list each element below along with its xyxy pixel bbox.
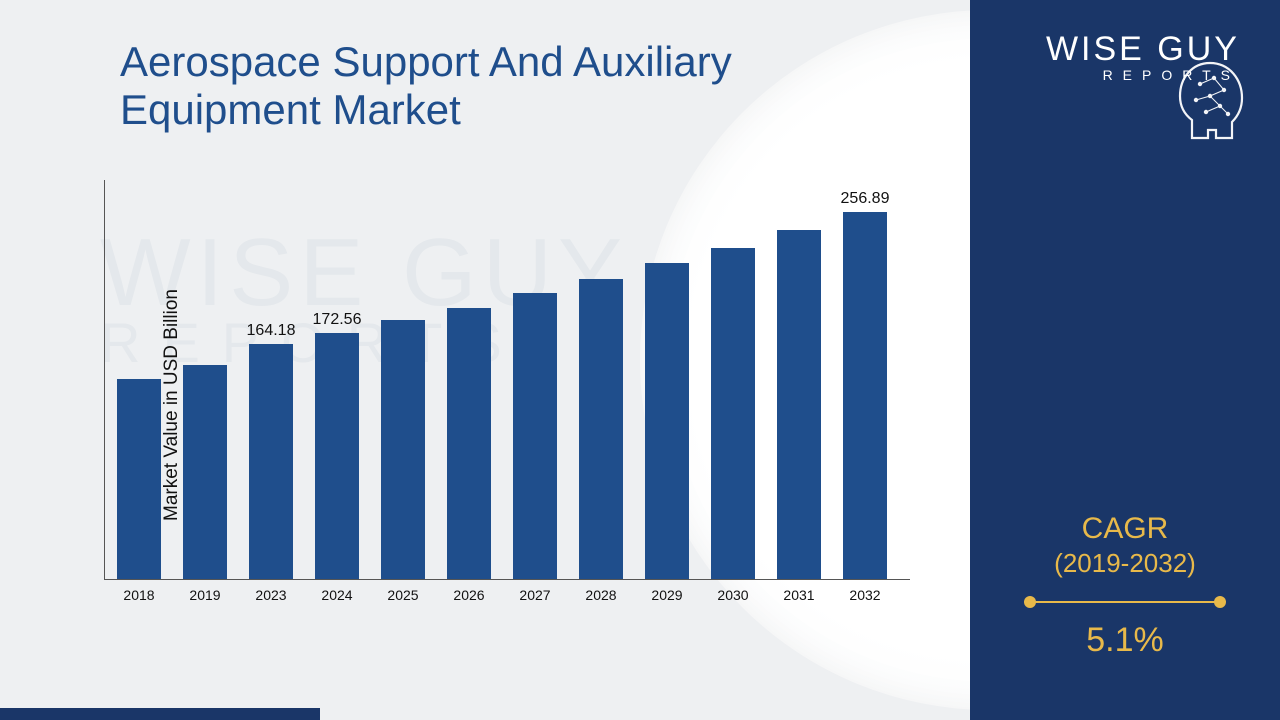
bar: 172.562024 <box>315 333 359 580</box>
x-axis-tick-label: 2027 <box>519 587 550 603</box>
x-axis-tick-label: 2018 <box>123 587 154 603</box>
brand-logo: WISE GUY REPORTS <box>1046 30 1240 83</box>
bar: 2027 <box>513 293 557 579</box>
bar: 2029 <box>645 263 689 579</box>
bar: 164.182023 <box>249 344 293 579</box>
x-axis-tick-label: 2028 <box>585 587 616 603</box>
cagr-period: (2019-2032) <box>1010 548 1240 579</box>
bottom-accent-bar <box>0 708 320 720</box>
brand-head-icon <box>1170 58 1250 148</box>
x-axis-tick-label: 2032 <box>849 587 880 603</box>
cagr-box: CAGR (2019-2032) 5.1% <box>1010 512 1240 660</box>
x-axis-tick-label: 2031 <box>783 587 814 603</box>
bar: 256.892032 <box>843 212 887 579</box>
bar-chart: Market Value in USD Billion 20182019164.… <box>90 180 910 630</box>
bar-value-label: 164.18 <box>247 322 296 340</box>
x-axis-tick-label: 2029 <box>651 587 682 603</box>
bar: 2018 <box>117 379 161 579</box>
page-title: Aerospace Support And Auxiliary Equipmen… <box>120 38 880 135</box>
bar: 2026 <box>447 308 491 579</box>
bar: 2028 <box>579 279 623 579</box>
bar: 2019 <box>183 365 227 579</box>
bar-value-label: 256.89 <box>841 190 890 208</box>
bar: 2025 <box>381 320 425 579</box>
plot-area: 2018 2019 164.182023 172.562024 2025 2026 2027… <box>104 180 910 580</box>
cagr-label: CAGR <box>1010 512 1240 546</box>
page-root: WISE GUY REPORTS Aerospace Support And A… <box>0 0 1280 720</box>
x-axis-tick-label: 2025 <box>387 587 418 603</box>
bar: 2030 <box>711 248 755 579</box>
x-axis-tick-label: 2024 <box>321 587 352 603</box>
cagr-divider <box>1030 601 1220 603</box>
bar-value-label: 172.56 <box>313 311 362 329</box>
x-axis-tick-label: 2023 <box>255 587 286 603</box>
cagr-value: 5.1% <box>1010 621 1240 660</box>
bar: 2031 <box>777 230 821 579</box>
x-axis-tick-label: 2026 <box>453 587 484 603</box>
x-axis-tick-label: 2019 <box>189 587 220 603</box>
x-axis-tick-label: 2030 <box>717 587 748 603</box>
